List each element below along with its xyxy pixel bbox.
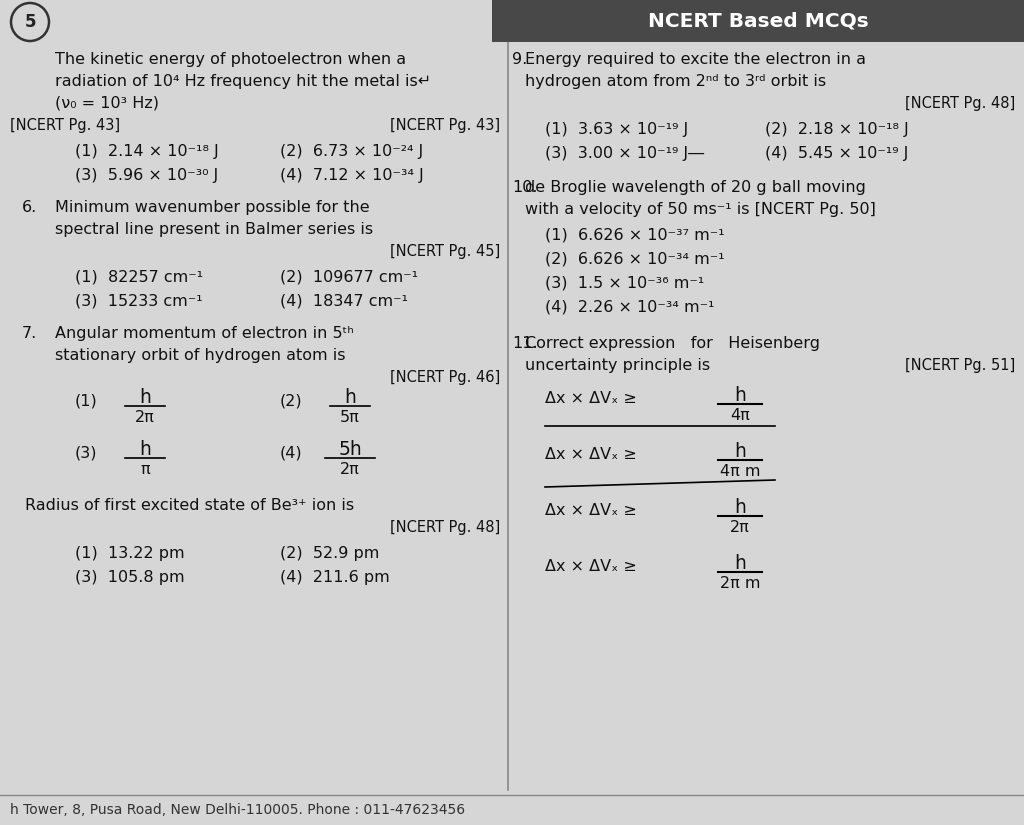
Text: (2)  6.626 × 10⁻³⁴ m⁻¹: (2) 6.626 × 10⁻³⁴ m⁻¹ [545,252,725,267]
Text: [NCERT Pg. 43]: [NCERT Pg. 43] [10,118,120,133]
Text: 2π: 2π [730,520,750,535]
Text: (4)  18347 cm⁻¹: (4) 18347 cm⁻¹ [280,294,408,309]
Text: de Broglie wavelength of 20 g ball moving: de Broglie wavelength of 20 g ball movin… [525,180,866,195]
Text: (1)  2.14 × 10⁻¹⁸ J: (1) 2.14 × 10⁻¹⁸ J [75,144,219,159]
Text: 5π: 5π [340,410,359,425]
Text: 11.: 11. [512,336,538,351]
Text: 9.: 9. [512,52,527,67]
Text: 4π: 4π [730,408,750,423]
Text: 7.: 7. [22,326,37,341]
Text: h: h [734,386,745,405]
Text: (4)  5.45 × 10⁻¹⁹ J: (4) 5.45 × 10⁻¹⁹ J [765,146,908,161]
Text: h: h [139,440,151,459]
Text: (3)  5.96 × 10⁻³⁰ J: (3) 5.96 × 10⁻³⁰ J [75,168,218,183]
Text: Energy required to excite the electron in a: Energy required to excite the electron i… [525,52,866,67]
Text: [NCERT Pg. 45]: [NCERT Pg. 45] [390,244,500,259]
Text: hydrogen atom from 2ⁿᵈ to 3ʳᵈ orbit is: hydrogen atom from 2ⁿᵈ to 3ʳᵈ orbit is [525,74,826,89]
Text: Δx × ΔVₓ ≥: Δx × ΔVₓ ≥ [545,559,637,574]
Text: (2): (2) [280,393,303,408]
Text: (4)  2.26 × 10⁻³⁴ m⁻¹: (4) 2.26 × 10⁻³⁴ m⁻¹ [545,300,715,315]
Text: h: h [734,554,745,573]
Text: NCERT Based MCQs: NCERT Based MCQs [647,12,868,31]
Text: h Tower, 8, Pusa Road, New Delhi-110005. Phone : 011-47623456: h Tower, 8, Pusa Road, New Delhi-110005.… [10,803,465,817]
Text: The kinetic energy of photoelectron when a: The kinetic energy of photoelectron when… [55,52,407,67]
Text: (2)  2.18 × 10⁻¹⁸ J: (2) 2.18 × 10⁻¹⁸ J [765,122,908,137]
Text: Δx × ΔVₓ ≥: Δx × ΔVₓ ≥ [545,503,637,518]
Text: [NCERT Pg. 51]: [NCERT Pg. 51] [905,358,1015,373]
Text: Minimum wavenumber possible for the: Minimum wavenumber possible for the [55,200,370,215]
Text: 10.: 10. [512,180,538,195]
Text: with a velocity of 50 ms⁻¹ is [NCERT Pg. 50]: with a velocity of 50 ms⁻¹ is [NCERT Pg.… [525,202,876,217]
Text: 5: 5 [25,13,36,31]
Text: 2π m: 2π m [720,576,760,591]
Text: (1)  82257 cm⁻¹: (1) 82257 cm⁻¹ [75,270,203,285]
Text: 2π: 2π [340,462,359,477]
Text: (4)  7.12 × 10⁻³⁴ J: (4) 7.12 × 10⁻³⁴ J [280,168,424,183]
Text: Correct expression   for   Heisenberg: Correct expression for Heisenberg [525,336,820,351]
Text: h: h [734,442,745,461]
Text: (1)  13.22 pm: (1) 13.22 pm [75,546,184,561]
Text: Δx × ΔVₓ ≥: Δx × ΔVₓ ≥ [545,391,637,406]
Text: (3)  105.8 pm: (3) 105.8 pm [75,570,184,585]
Text: 2π: 2π [135,410,155,425]
Text: [NCERT Pg. 43]: [NCERT Pg. 43] [390,118,500,133]
Text: uncertainty principle is: uncertainty principle is [525,358,710,373]
Text: (3)  15233 cm⁻¹: (3) 15233 cm⁻¹ [75,294,203,309]
Text: spectral line present in Balmer series is: spectral line present in Balmer series i… [55,222,373,237]
Text: (1): (1) [75,393,97,408]
Text: (1)  6.626 × 10⁻³⁷ m⁻¹: (1) 6.626 × 10⁻³⁷ m⁻¹ [545,228,725,243]
Text: Radius of first excited state of Be³⁺ ion is: Radius of first excited state of Be³⁺ io… [25,498,354,513]
Bar [492,0,1024,42]
Text: (4)  211.6 pm: (4) 211.6 pm [280,570,390,585]
Text: (3)  1.5 × 10⁻³⁶ m⁻¹: (3) 1.5 × 10⁻³⁶ m⁻¹ [545,276,705,291]
Text: 5h: 5h [338,440,361,459]
Text: (3)  3.00 × 10⁻¹⁹ J―: (3) 3.00 × 10⁻¹⁹ J― [545,146,705,161]
Text: h: h [139,388,151,407]
Text: (4): (4) [280,445,303,460]
Text: π: π [140,462,150,477]
Text: h: h [734,498,745,517]
Text: stationary orbit of hydrogen atom is: stationary orbit of hydrogen atom is [55,348,345,363]
Text: (2)  6.73 × 10⁻²⁴ J: (2) 6.73 × 10⁻²⁴ J [280,144,423,159]
Text: Δx × ΔVₓ ≥: Δx × ΔVₓ ≥ [545,447,637,462]
Text: (1)  3.63 × 10⁻¹⁹ J: (1) 3.63 × 10⁻¹⁹ J [545,122,688,137]
Text: 6.: 6. [22,200,37,215]
Text: (2)  52.9 pm: (2) 52.9 pm [280,546,379,561]
Text: Angular momentum of electron in 5ᵗʰ: Angular momentum of electron in 5ᵗʰ [55,326,354,341]
Text: h: h [344,388,356,407]
Text: (2)  109677 cm⁻¹: (2) 109677 cm⁻¹ [280,270,418,285]
Text: (3): (3) [75,445,97,460]
Text: radiation of 10⁴ Hz frequency hit the metal is↵: radiation of 10⁴ Hz frequency hit the me… [55,74,431,89]
Text: 4π m: 4π m [720,464,760,479]
Text: [NCERT Pg. 46]: [NCERT Pg. 46] [390,370,500,385]
Text: [NCERT Pg. 48]: [NCERT Pg. 48] [390,520,500,535]
Text: (ν₀ = 10³ Hz): (ν₀ = 10³ Hz) [55,96,159,111]
Text: [NCERT Pg. 48]: [NCERT Pg. 48] [905,96,1015,111]
